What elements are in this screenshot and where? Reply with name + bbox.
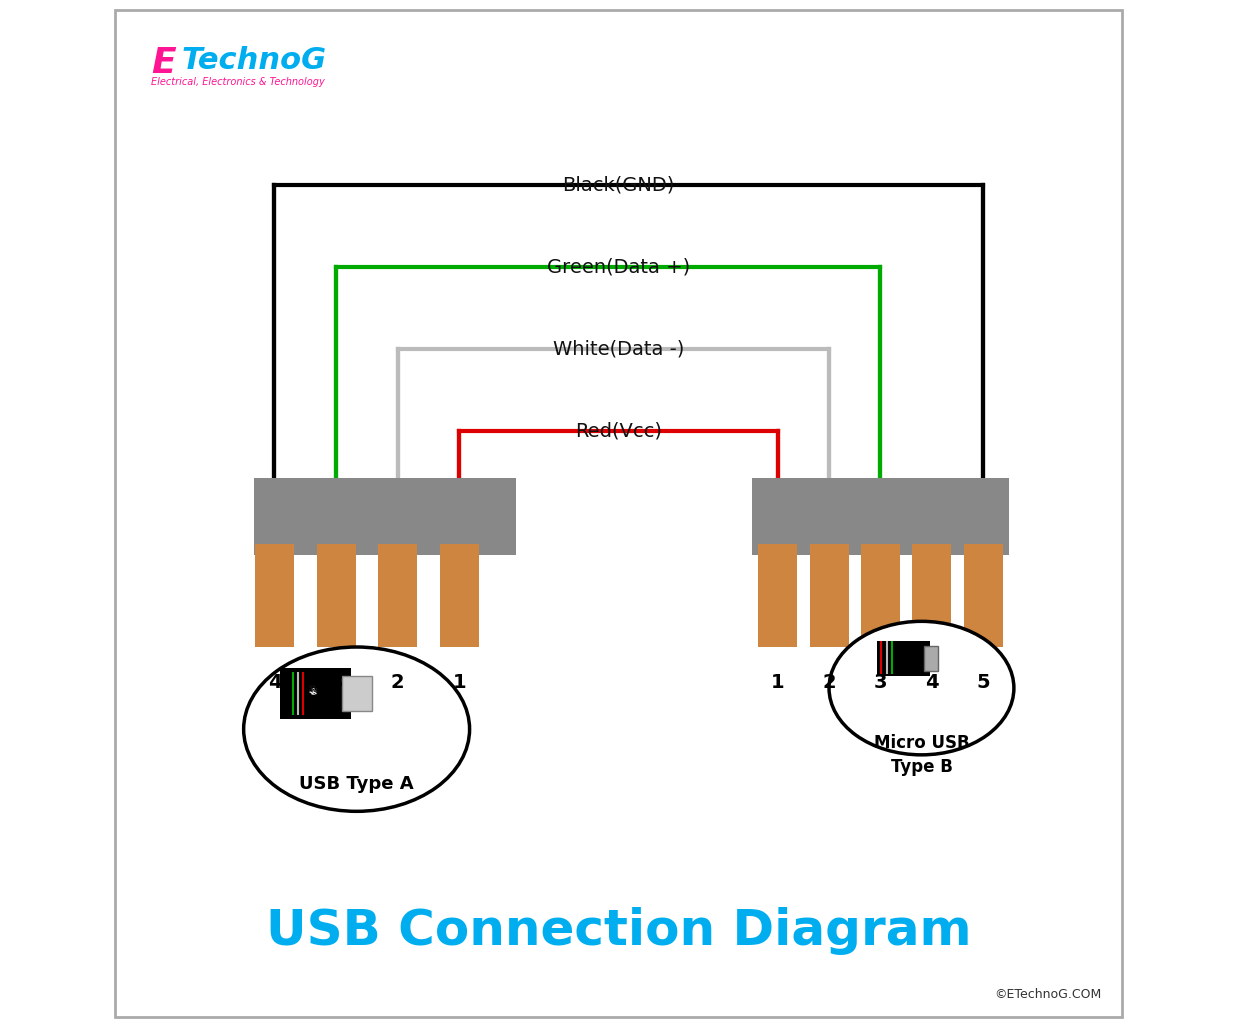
Text: Black(GND): Black(GND) [563, 176, 674, 194]
Ellipse shape [244, 647, 470, 811]
Ellipse shape [829, 621, 1014, 755]
FancyBboxPatch shape [877, 641, 930, 676]
Text: USB Connection Diagram: USB Connection Diagram [266, 907, 971, 955]
Bar [964, 544, 1003, 647]
Bar [440, 544, 479, 647]
Text: ⌁: ⌁ [308, 685, 317, 699]
Bar [758, 544, 797, 647]
Bar [254, 478, 516, 555]
Text: E: E [151, 46, 176, 80]
Text: ©ETechnoG.COM: ©ETechnoG.COM [995, 988, 1101, 1001]
Text: 3: 3 [873, 673, 887, 692]
FancyBboxPatch shape [280, 668, 351, 719]
Text: Electrical, Electronics & Technology: Electrical, Electronics & Technology [151, 77, 325, 87]
Bar [752, 478, 1008, 555]
Text: ☃: ☃ [308, 687, 318, 697]
Text: 1: 1 [771, 673, 784, 692]
Text: TechnoG: TechnoG [182, 46, 327, 75]
Text: USB Type A: USB Type A [299, 775, 414, 794]
Bar [861, 544, 899, 647]
Text: 5: 5 [976, 673, 990, 692]
Bar [809, 544, 849, 647]
Text: 2: 2 [823, 673, 836, 692]
FancyBboxPatch shape [924, 646, 938, 671]
Text: 1: 1 [453, 673, 466, 692]
Bar [379, 544, 417, 647]
Text: 2: 2 [391, 673, 404, 692]
Bar [912, 544, 951, 647]
FancyBboxPatch shape [115, 10, 1122, 1017]
Text: White(Data -): White(Data -) [553, 340, 684, 358]
FancyBboxPatch shape [343, 676, 372, 711]
Bar [317, 544, 355, 647]
Text: 3: 3 [329, 673, 343, 692]
Text: 4: 4 [925, 673, 939, 692]
Text: Micro USB
Type B: Micro USB Type B [873, 734, 970, 776]
Text: Red(Vcc): Red(Vcc) [575, 422, 662, 441]
Text: Green(Data +): Green(Data +) [547, 258, 690, 276]
Bar [255, 544, 294, 647]
Text: 4: 4 [267, 673, 281, 692]
